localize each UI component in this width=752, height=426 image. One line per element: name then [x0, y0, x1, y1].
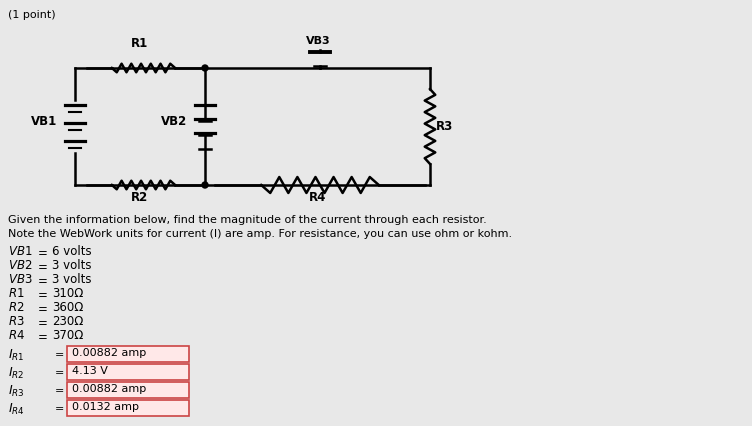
Text: 3 volts: 3 volts	[52, 273, 92, 286]
Text: 370Ω: 370Ω	[52, 329, 83, 342]
Text: VB3: VB3	[305, 36, 330, 46]
Text: $=$: $=$	[52, 366, 65, 376]
Text: 0.00882 amp: 0.00882 amp	[72, 348, 146, 358]
Text: $I_{R4}$: $I_{R4}$	[8, 402, 25, 417]
Text: $VB2$: $VB2$	[8, 259, 32, 272]
Circle shape	[202, 65, 208, 71]
Text: Given the information below, find the magnitude of the current through each resi: Given the information below, find the ma…	[8, 215, 487, 225]
Text: $= $: $= $	[35, 273, 48, 286]
Text: 310Ω: 310Ω	[52, 287, 83, 300]
Text: $I_{R2}$: $I_{R2}$	[8, 366, 24, 381]
Text: Note the WebWork units for current (I) are amp. For resistance, you can use ohm : Note the WebWork units for current (I) a…	[8, 229, 512, 239]
Text: $I_{R1}$: $I_{R1}$	[8, 348, 25, 363]
Text: (1 point): (1 point)	[8, 10, 56, 20]
Text: $=$: $=$	[52, 348, 65, 358]
Text: 6 volts: 6 volts	[52, 245, 92, 258]
Text: 0.0132 amp: 0.0132 amp	[72, 402, 139, 412]
Text: $R4$: $R4$	[8, 329, 25, 342]
Text: $VB1$: $VB1$	[8, 245, 32, 258]
Text: $=$: $=$	[52, 402, 65, 412]
FancyBboxPatch shape	[67, 382, 189, 398]
Text: $= $: $= $	[35, 329, 48, 342]
Text: $R2$: $R2$	[8, 301, 25, 314]
Text: VB1: VB1	[31, 115, 57, 128]
Text: $= $: $= $	[35, 245, 48, 258]
FancyBboxPatch shape	[67, 400, 189, 416]
FancyBboxPatch shape	[67, 346, 189, 362]
Text: R3: R3	[436, 120, 453, 133]
Text: VB2: VB2	[161, 115, 187, 128]
Text: $VB3$: $VB3$	[8, 273, 32, 286]
Text: $= $: $= $	[35, 301, 48, 314]
FancyBboxPatch shape	[67, 364, 189, 380]
Text: $= $: $= $	[35, 315, 48, 328]
Text: $= $: $= $	[35, 287, 48, 300]
Text: R4: R4	[309, 191, 326, 204]
Text: 230Ω: 230Ω	[52, 315, 83, 328]
Text: $= $: $= $	[35, 259, 48, 272]
Text: $=$: $=$	[52, 384, 65, 394]
Text: 360Ω: 360Ω	[52, 301, 83, 314]
Text: 4.13 V: 4.13 V	[72, 366, 108, 376]
Text: 3 volts: 3 volts	[52, 259, 92, 272]
Text: $R1$: $R1$	[8, 287, 25, 300]
Circle shape	[202, 182, 208, 188]
Text: $R3$: $R3$	[8, 315, 25, 328]
Text: $I_{R3}$: $I_{R3}$	[8, 384, 25, 399]
Text: 0.00882 amp: 0.00882 amp	[72, 384, 146, 394]
Text: R1: R1	[132, 37, 149, 50]
Text: R2: R2	[132, 191, 149, 204]
